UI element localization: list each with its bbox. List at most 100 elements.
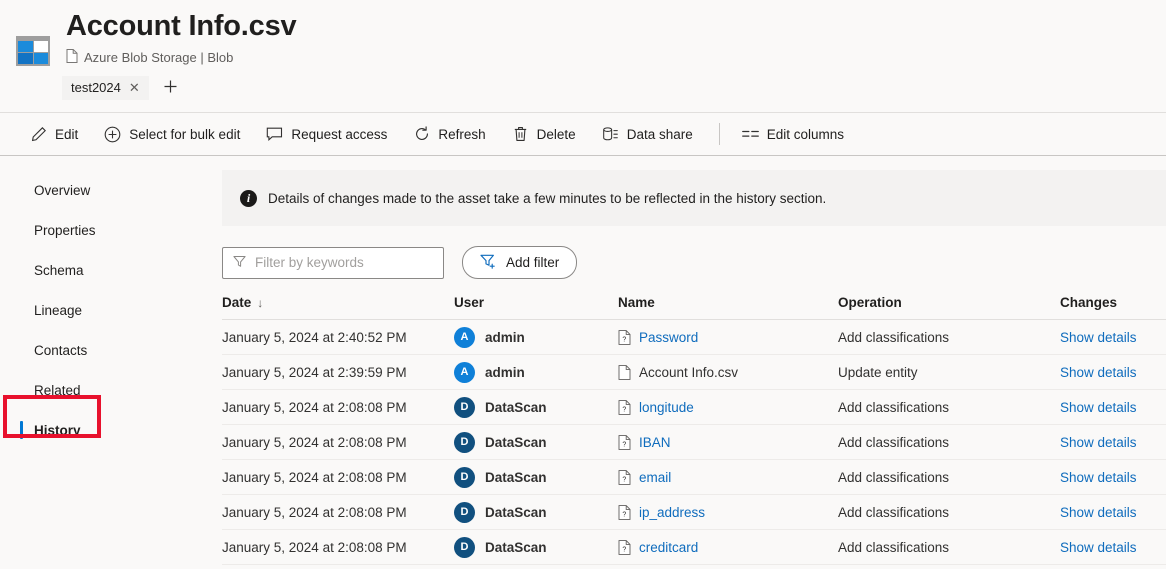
document-question-icon: ?	[618, 539, 631, 555]
asset-name-link[interactable]: creditcard	[639, 539, 699, 555]
select-for-bulk-edit-button[interactable]: Select for bulk edit	[104, 126, 240, 143]
data-share-button[interactable]: Data share	[602, 126, 693, 143]
svg-text:?: ?	[622, 511, 626, 518]
show-details-link[interactable]: Show details	[1060, 434, 1137, 450]
document-question-icon: ?	[618, 469, 631, 485]
edit-columns-button[interactable]: Edit columns	[741, 126, 845, 143]
avatar: A	[454, 326, 475, 348]
asset-name-text: Account Info.csv	[639, 364, 739, 380]
asset-name-link[interactable]: Password	[639, 329, 699, 345]
show-details-link[interactable]: Show details	[1060, 329, 1137, 345]
asset-header: Account Info.csv Azure Blob Storage | Bl…	[0, 0, 1166, 100]
name-cell: Account Info.csv	[618, 365, 838, 380]
sidebar-item-overview[interactable]: Overview	[0, 170, 222, 210]
sidebar-item-label: Schema	[34, 262, 84, 278]
info-banner: i Details of changes made to the asset t…	[222, 170, 1166, 226]
sidebar-item-history[interactable]: History	[0, 410, 222, 450]
svg-text:?: ?	[622, 546, 626, 553]
user-name: DataScan	[485, 469, 547, 485]
tag-label: test2024	[71, 80, 121, 95]
cell-name: ? IBAN	[618, 424, 838, 460]
add-filter-button[interactable]: Add filter	[462, 246, 578, 279]
add-tag-button[interactable]	[155, 79, 186, 98]
show-details-link[interactable]: Show details	[1060, 539, 1137, 555]
search-input-placeholder: Filter by keywords	[255, 255, 364, 270]
cell-date: January 5, 2024 at 2:39:59 PM	[222, 354, 454, 390]
sidebar-nav: Overview Properties Schema Lineage Conta…	[0, 156, 222, 450]
avatar: D	[454, 501, 475, 523]
column-header-user[interactable]: User	[454, 295, 618, 320]
request-access-label: Request access	[291, 126, 388, 142]
user-cell: D DataScan	[454, 501, 618, 523]
asset-name-link[interactable]: ip_address	[639, 504, 706, 520]
column-header-operation[interactable]: Operation	[838, 295, 1060, 320]
cell-name: ? ip_address	[618, 494, 838, 530]
icon-quadrant	[33, 53, 48, 64]
column-header-date-label: Date	[222, 295, 252, 310]
edit-columns-label: Edit columns	[766, 126, 845, 142]
search-input[interactable]: Filter by keywords	[222, 246, 444, 279]
asset-name-link[interactable]: longitude	[639, 399, 694, 415]
svg-text:?: ?	[622, 336, 626, 343]
sidebar-item-contacts[interactable]: Contacts	[0, 330, 222, 370]
refresh-label: Refresh	[438, 126, 486, 142]
cell-operation: Update entity	[838, 354, 1060, 390]
delete-button[interactable]: Delete	[512, 126, 576, 143]
icon-quadrant	[18, 41, 33, 52]
icon-quadrant	[33, 41, 48, 52]
column-header-date[interactable]: Date ↓	[222, 295, 454, 320]
cell-user: D DataScan	[454, 459, 618, 495]
asset-name-link[interactable]: email	[639, 469, 672, 485]
user-name: DataScan	[485, 399, 547, 415]
cell-user: D DataScan	[454, 424, 618, 460]
sidebar-item-properties[interactable]: Properties	[0, 210, 222, 250]
edit-label: Edit	[55, 126, 79, 142]
sidebar-item-label: Contacts	[34, 342, 88, 358]
document-question-icon: ?	[618, 329, 631, 345]
user-name: admin	[485, 329, 525, 345]
refresh-button[interactable]: Refresh	[413, 126, 486, 143]
document-question-icon: ?	[618, 434, 631, 450]
cell-changes: Show details	[1060, 424, 1166, 460]
name-cell: ? Password	[618, 330, 838, 345]
avatar: A	[454, 361, 475, 383]
asset-type-label: Azure Blob Storage | Blob	[84, 49, 234, 65]
sidebar-item-schema[interactable]: Schema	[0, 250, 222, 290]
sidebar-item-lineage[interactable]: Lineage	[0, 290, 222, 330]
column-header-name[interactable]: Name	[618, 295, 838, 320]
icon-quadrant	[18, 53, 33, 64]
edit-button[interactable]: Edit	[30, 126, 78, 143]
name-cell: ? ip_address	[618, 505, 838, 520]
cell-user: D DataScan	[454, 389, 618, 425]
show-details-link[interactable]: Show details	[1060, 504, 1137, 520]
page-title: Account Info.csv	[66, 10, 297, 42]
cell-date: January 5, 2024 at 2:08:08 PM	[222, 494, 454, 530]
refresh-icon	[413, 126, 430, 143]
sidebar-item-related[interactable]: Related	[0, 370, 222, 410]
cell-changes: Show details	[1060, 319, 1166, 355]
cell-changes: Show details	[1060, 494, 1166, 530]
show-details-link[interactable]: Show details	[1060, 469, 1137, 485]
filter-icon	[233, 255, 246, 271]
show-details-link[interactable]: Show details	[1060, 364, 1137, 380]
plus-circle-icon	[104, 126, 121, 143]
show-details-link[interactable]: Show details	[1060, 399, 1137, 415]
tag-test2024[interactable]: test2024 ✕	[62, 76, 149, 100]
select-for-bulk-edit-label: Select for bulk edit	[129, 126, 241, 142]
close-icon[interactable]: ✕	[128, 80, 140, 95]
delete-label: Delete	[536, 126, 576, 142]
document-question-icon: ?	[618, 504, 631, 520]
user-cell: D DataScan	[454, 536, 618, 558]
column-header-changes[interactable]: Changes	[1060, 295, 1166, 320]
sort-descending-icon[interactable]: ↓	[257, 296, 264, 310]
asset-name-link[interactable]: IBAN	[639, 434, 671, 450]
table-row: January 5, 2024 at 2:08:08 PM D DataScan? e…	[222, 459, 1166, 495]
avatar: D	[454, 536, 475, 558]
request-access-button[interactable]: Request access	[266, 126, 387, 143]
